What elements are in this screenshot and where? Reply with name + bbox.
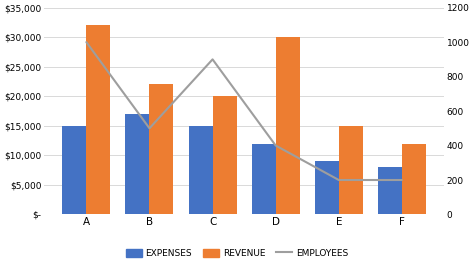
EMPLOYEES xyxy=(146,127,152,130)
Bar xyxy=(149,85,173,214)
EMPLOYEES xyxy=(336,178,342,182)
EMPLOYEES xyxy=(83,40,89,44)
EMPLOYEES xyxy=(399,178,405,182)
Bar xyxy=(315,161,339,214)
EMPLOYEES xyxy=(273,144,279,147)
Bar xyxy=(276,37,300,214)
Bar xyxy=(339,126,363,214)
EMPLOYEES xyxy=(210,58,215,61)
Bar xyxy=(126,114,149,214)
Bar xyxy=(86,25,110,214)
Bar xyxy=(378,167,402,214)
Line: EMPLOYEES: EMPLOYEES xyxy=(86,42,402,180)
Bar xyxy=(63,126,86,214)
Legend: EXPENSES, REVENUE, EMPLOYEES: EXPENSES, REVENUE, EMPLOYEES xyxy=(122,245,352,261)
Bar xyxy=(212,96,237,214)
Bar xyxy=(189,126,212,214)
Bar xyxy=(402,144,426,214)
Bar xyxy=(252,144,276,214)
